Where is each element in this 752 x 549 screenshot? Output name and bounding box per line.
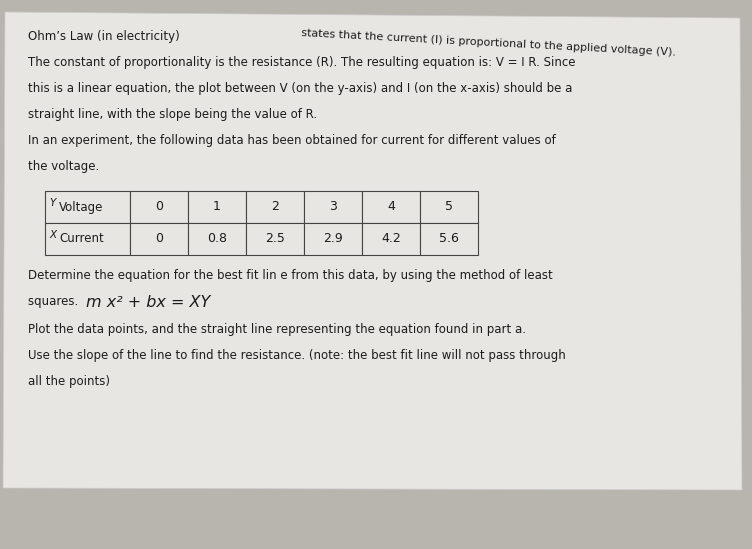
Text: Plot the data points, and the straight line representing the equation found in p: Plot the data points, and the straight l…	[28, 323, 526, 336]
Bar	[246, 223, 304, 255]
Bar	[130, 191, 188, 223]
Bar	[45, 223, 130, 255]
Bar	[246, 191, 304, 223]
Text: 4: 4	[387, 200, 395, 214]
Text: m x² + bx = XY: m x² + bx = XY	[86, 295, 211, 310]
Text: straight line, with the slope being the value of R.: straight line, with the slope being the …	[28, 108, 317, 121]
Text: this is a linear equation, the plot between V (on the y-axis) and I (on the x-ax: this is a linear equation, the plot betw…	[28, 82, 572, 95]
Text: 0.8: 0.8	[207, 232, 227, 245]
Text: 5: 5	[445, 200, 453, 214]
Bar	[188, 223, 246, 255]
Text: In an experiment, the following data has been obtained for current for different: In an experiment, the following data has…	[28, 134, 556, 147]
Text: the voltage.: the voltage.	[28, 160, 99, 173]
Text: states that the current (I) is proportional to the applied voltage (V).: states that the current (I) is proportio…	[302, 28, 677, 58]
Text: 0: 0	[155, 232, 163, 245]
Text: Voltage: Voltage	[59, 200, 103, 214]
Text: The constant of proportionality is the resistance (R). The resulting equation is: The constant of proportionality is the r…	[28, 56, 575, 69]
Bar	[362, 223, 420, 255]
Text: Y: Y	[49, 198, 56, 208]
Bar	[420, 191, 478, 223]
Bar	[45, 191, 130, 223]
Text: 0: 0	[155, 200, 163, 214]
Polygon shape	[3, 12, 742, 490]
Text: 4.2: 4.2	[381, 232, 401, 245]
Text: 2: 2	[271, 200, 279, 214]
Bar	[304, 223, 362, 255]
Bar	[188, 191, 246, 223]
Text: squares.: squares.	[28, 295, 89, 308]
Text: Use the slope of the line to find the resistance. (note: the best fit line will : Use the slope of the line to find the re…	[28, 349, 566, 362]
Text: 2.9: 2.9	[323, 232, 343, 245]
Bar	[420, 223, 478, 255]
Text: Current: Current	[59, 232, 104, 245]
Bar	[130, 223, 188, 255]
Text: Ohm’s Law (in electricity): Ohm’s Law (in electricity)	[28, 30, 180, 43]
Text: Determine the equation for the best fit lin e from this data, by using the metho: Determine the equation for the best fit …	[28, 269, 553, 282]
Text: 5.6: 5.6	[439, 232, 459, 245]
Text: X: X	[49, 230, 56, 240]
Bar	[362, 191, 420, 223]
Text: 2.5: 2.5	[265, 232, 285, 245]
Text: 1: 1	[213, 200, 221, 214]
Bar	[304, 191, 362, 223]
Text: 3: 3	[329, 200, 337, 214]
Text: all the points): all the points)	[28, 375, 110, 388]
